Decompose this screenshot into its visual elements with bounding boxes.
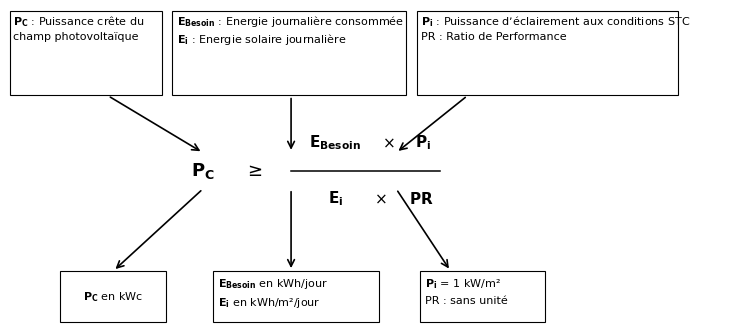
Text: PR : Ratio de Performance: PR : Ratio de Performance	[421, 32, 567, 43]
FancyBboxPatch shape	[420, 271, 545, 322]
Text: champ photovoltaïque: champ photovoltaïque	[13, 32, 138, 43]
Text: $\mathbf{E_i}$: $\mathbf{E_i}$	[328, 190, 343, 208]
Text: $\mathbf{P_C}$ : Puissance crête du: $\mathbf{P_C}$ : Puissance crête du	[13, 14, 144, 29]
Text: $\times$: $\times$	[381, 135, 395, 150]
Text: $\mathbf{P_i}$ : Puissance d’éclairement aux conditions STC: $\mathbf{P_i}$ : Puissance d’éclairement…	[421, 14, 691, 29]
Text: $\mathbf{E_{Besoin}}$ : Energie journalière consommée: $\mathbf{E_{Besoin}}$ : Energie journali…	[177, 14, 404, 29]
Text: $\mathbf{E_i}$ : Energie solaire journalière: $\mathbf{E_i}$ : Energie solaire journal…	[177, 32, 346, 48]
Text: $\mathbf{PR}$: $\mathbf{PR}$	[409, 191, 434, 207]
Text: $\mathbf{E_{Besoin}}$: $\mathbf{E_{Besoin}}$	[309, 133, 361, 152]
FancyBboxPatch shape	[60, 271, 165, 322]
Text: $\times$: $\times$	[374, 191, 387, 206]
Text: $\geq$: $\geq$	[245, 162, 263, 180]
Text: $\mathbf{P_C}$ en kWc: $\mathbf{P_C}$ en kWc	[83, 290, 143, 304]
FancyBboxPatch shape	[10, 11, 162, 95]
FancyBboxPatch shape	[213, 271, 379, 322]
FancyBboxPatch shape	[173, 11, 406, 95]
Text: $\mathbf{P_i}$ = 1 kW/m²: $\mathbf{P_i}$ = 1 kW/m²	[425, 277, 501, 291]
FancyBboxPatch shape	[417, 11, 678, 95]
Text: $\mathbf{E_{Besoin}}$ en kWh/jour: $\mathbf{E_{Besoin}}$ en kWh/jour	[218, 277, 328, 291]
Text: $\mathbf{P_i}$: $\mathbf{P_i}$	[415, 133, 431, 152]
Text: $\mathbf{P_C}$: $\mathbf{P_C}$	[191, 161, 215, 181]
Text: PR : sans unité: PR : sans unité	[425, 296, 507, 306]
Text: $\mathbf{E_i}$ en kWh/m²/jour: $\mathbf{E_i}$ en kWh/m²/jour	[218, 296, 320, 310]
